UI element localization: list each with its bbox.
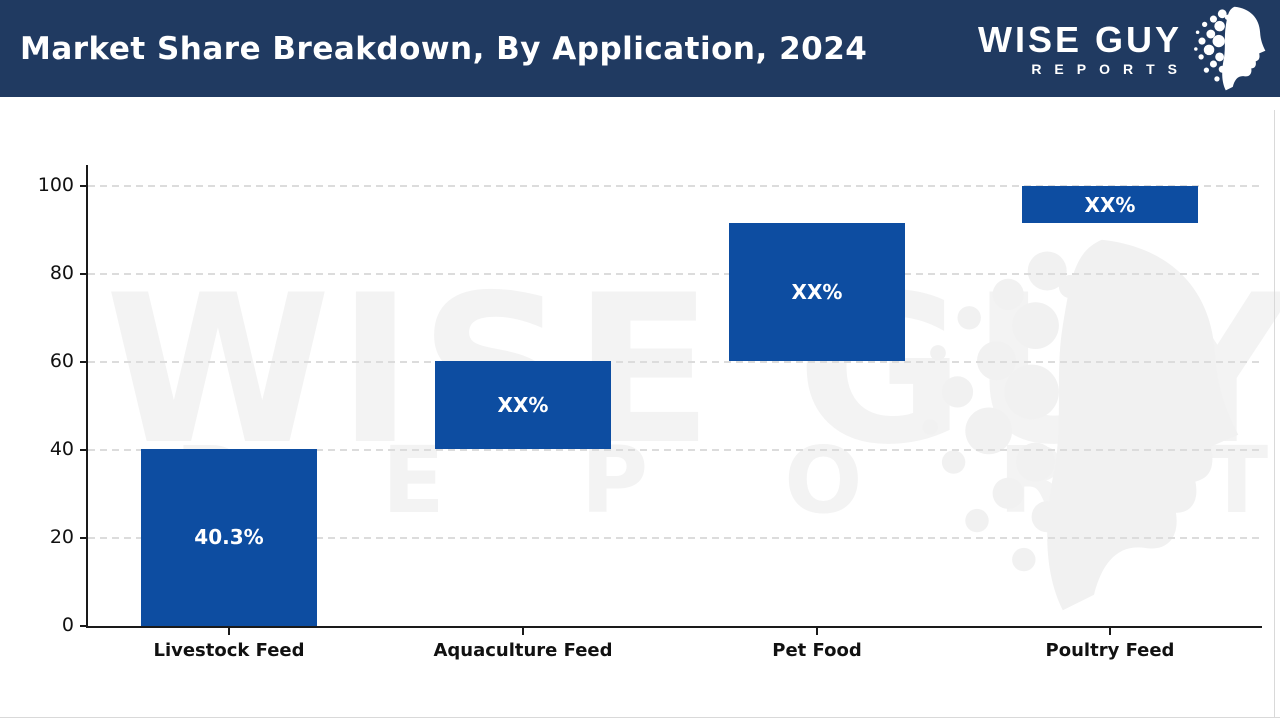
x-category-label-pet-food: Pet Food [772,640,862,661]
y-tick-mark-20 [80,537,88,539]
y-tick-mark-80 [80,273,88,275]
page-frame-right-border [1274,110,1275,717]
watermark-face-graphic [922,239,1239,611]
y-tick-label-60: 60 [49,350,74,372]
y-tick-mark-40 [80,449,88,451]
y-tick-label-0: 0 [61,614,74,636]
dotted-face-icon [1194,6,1266,91]
y-tick-label-40: 40 [49,438,74,460]
logo-wordmark-line2: REPORTS [1031,60,1190,77]
gridline-20 [88,537,1262,539]
x-tick-mark-aquaculture-feed [522,626,524,635]
y-tick-mark-0 [80,625,88,627]
gridline-60 [88,361,1262,363]
y-axis-line [86,165,88,628]
gridline-100 [88,185,1262,187]
bar-label-poultry-feed: XX% [1084,192,1136,217]
wiseguy-logo: WISE GUY REPORTS [978,4,1272,94]
page-frame-bottom-border [0,717,1280,718]
header-bar: Market Share Breakdown, By Application, … [0,0,1280,97]
x-category-label-aquaculture-feed: Aquaculture Feed [433,640,613,661]
y-tick-label-100: 100 [37,174,74,196]
x-tick-mark-livestock-feed [228,626,230,635]
x-axis-line [86,626,1262,628]
y-tick-label-80: 80 [49,262,74,284]
bar-pet-food: XX% [729,223,905,361]
bar-label-livestock-feed: 40.3% [194,525,264,550]
page-title: Market Share Breakdown, By Application, … [20,30,868,67]
y-tick-label-20: 20 [49,526,74,548]
bar-label-aquaculture-feed: XX% [497,392,549,417]
x-tick-mark-pet-food [816,626,818,635]
x-category-label-poultry-feed: Poultry Feed [1045,640,1175,661]
bar-poultry-feed: XX% [1022,186,1198,224]
bar-livestock-feed: 40.3% [141,448,317,626]
gridline-80 [88,273,1262,275]
bar-aquaculture-feed: XX% [435,360,611,449]
bar-label-pet-food: XX% [791,280,843,305]
x-tick-mark-poultry-feed [1109,626,1111,635]
logo-wordmark: WISE GUY REPORTS [978,21,1182,77]
gridline-40 [88,449,1262,451]
y-tick-mark-60 [80,361,88,363]
logo-wordmark-line1: WISE GUY [977,19,1182,61]
x-category-label-livestock-feed: Livestock Feed [153,640,305,661]
y-tick-mark-100 [80,185,88,187]
